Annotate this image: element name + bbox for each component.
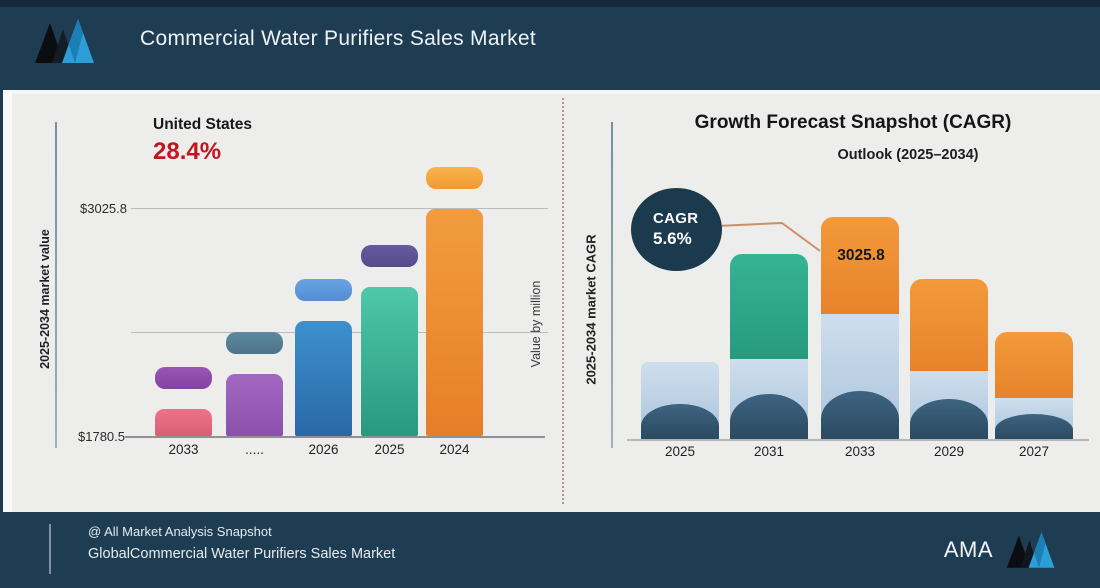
right-chart-title: Growth Forecast Snapshot (CAGR) (694, 112, 1012, 133)
segment-top (821, 217, 899, 314)
panel-divider-dotted (562, 98, 564, 504)
segment-top (730, 254, 808, 359)
y-tick-lower: $1780.5 (78, 429, 125, 444)
floating-cap (295, 279, 352, 301)
bar-segment (426, 209, 483, 436)
floating-cap (361, 245, 418, 267)
country-label: United States (153, 116, 253, 133)
x-tick-label: 2031 (753, 444, 785, 459)
bar-segment (155, 409, 212, 436)
y-tick-upper: $3025.8 (80, 201, 127, 216)
footer-line1: @ All Market Analysis Snapshot (88, 524, 272, 539)
segment-top (910, 279, 988, 371)
floating-cap (155, 367, 212, 389)
right-chart-bars (613, 90, 1093, 439)
right-y-axis-label: 2025-2034 market CAGR (583, 234, 599, 385)
bar-2024 (426, 90, 483, 436)
segment-base-dome (821, 391, 899, 439)
growth-percent-value: 28.4% (153, 138, 222, 165)
stacked-bar-2033 (821, 217, 899, 439)
left-y-axis-label: 2025-2034 market value (38, 229, 52, 369)
header: Commercial Water Purifiers Sales Market (0, 7, 1100, 90)
left-y-axis-line (55, 122, 57, 448)
footer: @ All Market Analysis Snapshot GlobalCom… (0, 512, 1100, 588)
right-y-axis-line (611, 122, 613, 448)
cagr-badge-label: CAGR (653, 209, 699, 227)
x-tick-label: 2027 (1018, 444, 1050, 459)
bar-..... (226, 90, 283, 436)
right-x-axis-line (627, 439, 1089, 441)
x-tick-label: 2029 (933, 444, 965, 459)
stacked-bar-2031 (730, 254, 808, 439)
footer-divider-line (49, 524, 51, 574)
cagr-badge: CAGR 5.6% (631, 188, 722, 271)
x-tick-label: 2025 (664, 444, 696, 459)
stacked-bar-2025 (641, 362, 719, 439)
footer-brand-text: AMA (943, 537, 993, 562)
stacked-bar-2029 (910, 279, 988, 439)
bar-2026 (295, 90, 352, 436)
segment-base-dome (910, 399, 988, 439)
floating-cap (426, 167, 483, 189)
left-chart-x-labels: 2033..... 2026 2025 2024 (128, 442, 548, 462)
x-tick-label: 2024 (439, 442, 470, 457)
cagr-badge-value: 5.6% (653, 229, 692, 249)
left-x-axis-line (125, 436, 545, 438)
x-tick-label: 2025 (374, 442, 405, 457)
segment-base-dome (641, 404, 719, 439)
stacked-bar-2027 (995, 332, 1073, 439)
x-tick-label: ..... (245, 442, 264, 457)
bar-2025 (361, 90, 418, 436)
footer-brand: AMA (944, 512, 1057, 588)
bar-data-label: 3025.8 (837, 247, 885, 264)
ama-mountain-logo-icon (35, 19, 94, 63)
x-tick-label: 2033 (844, 444, 876, 459)
segment-base-dome (995, 414, 1073, 439)
right-chart-x-labels: 2025 2031 2033 2029 2027 (613, 444, 1093, 464)
content-area: 2025-2034 market value United States 28.… (3, 90, 1100, 512)
footer-line2: GlobalCommercial Water Purifiers Sales M… (88, 546, 396, 562)
bar-segment (361, 287, 418, 436)
x-tick-label: 2026 (308, 442, 339, 457)
footer-text-block: @ All Market Analysis Snapshot GlobalCom… (88, 524, 395, 562)
left-chart-bars (128, 90, 548, 436)
bar-segment (226, 374, 283, 436)
right-chart-subtitle: Outlook (2025–2034) (837, 147, 979, 163)
floating-cap (226, 332, 283, 354)
page-title: Commercial Water Purifiers Sales Market (140, 27, 537, 50)
x-tick-label: 2033 (168, 442, 199, 457)
segment-base-dome (730, 394, 808, 439)
bar-2033 (155, 90, 212, 436)
ama-mountain-logo-footer-icon (1006, 532, 1055, 568)
segment-top (995, 332, 1073, 398)
top-accent-strip (0, 0, 1100, 7)
gridline-top (131, 208, 548, 209)
bar-segment (295, 321, 352, 436)
